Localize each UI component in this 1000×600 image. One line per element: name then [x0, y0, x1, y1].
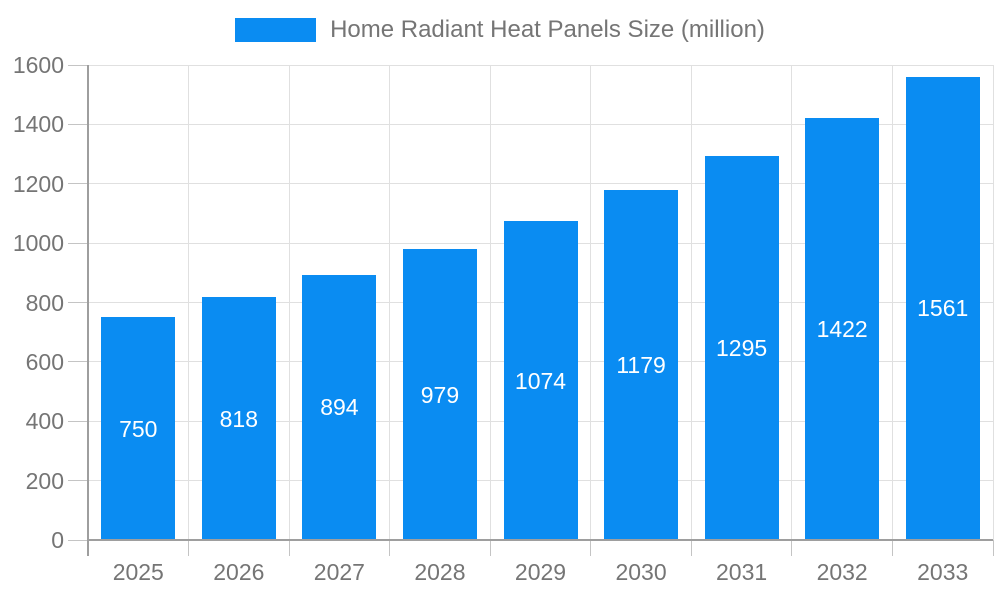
x-axis-label: 2030	[615, 559, 667, 585]
y-axis-tick	[68, 480, 88, 482]
x-gridline	[188, 65, 190, 540]
x-axis-label: 2029	[514, 559, 567, 585]
y-axis-tick-label: 1200	[12, 170, 64, 197]
x-axis-label: 2027	[313, 559, 365, 585]
x-gridline	[992, 65, 994, 540]
y-axis-tick	[68, 123, 88, 125]
x-gridline	[389, 65, 391, 540]
x-gridline	[891, 65, 893, 540]
x-gridline	[288, 65, 290, 540]
legend-label: Home Radiant Heat Panels Size (million)	[330, 16, 765, 43]
x-axis-tick	[389, 540, 391, 556]
y-axis-tick	[68, 183, 88, 185]
bar[interactable]	[805, 117, 880, 540]
y-axis-tick-label: 1600	[12, 52, 64, 78]
y-gridline	[88, 123, 993, 125]
x-axis-tick	[992, 540, 994, 556]
x-axis-tick	[188, 540, 190, 556]
x-axis-label: 2025	[112, 559, 164, 585]
y-axis-tick-label: 200	[25, 467, 64, 494]
bar[interactable]	[402, 249, 477, 540]
y-axis-tick	[68, 539, 88, 541]
y-axis-tick-label: 1400	[12, 111, 64, 138]
x-axis-label: 2032	[816, 559, 868, 585]
x-axis-tick	[489, 540, 491, 556]
x-gridline	[791, 65, 793, 540]
x-axis-label: 2028	[414, 559, 466, 585]
x-gridline	[489, 65, 491, 540]
bar[interactable]	[201, 297, 276, 540]
y-gridline	[88, 64, 993, 66]
x-axis-label: 2026	[213, 559, 265, 585]
x-axis-tick	[590, 540, 592, 556]
x-gridline	[690, 65, 692, 540]
bar[interactable]	[101, 317, 176, 540]
bar[interactable]	[604, 189, 679, 540]
bar[interactable]	[905, 76, 980, 540]
legend-item[interactable]: Home Radiant Heat Panels Size (million)	[0, 16, 1000, 44]
y-axis-tick	[68, 361, 88, 363]
x-axis-line	[87, 539, 993, 541]
x-axis-tick	[791, 540, 793, 556]
bar[interactable]	[302, 274, 377, 540]
y-gridline	[88, 183, 993, 185]
x-gridline	[590, 65, 592, 540]
x-axis-tick	[288, 540, 290, 556]
x-axis-label: 2033	[917, 559, 969, 585]
y-axis-tick	[68, 242, 88, 244]
y-axis-tick-label: 1000	[12, 230, 64, 257]
x-axis-tick	[690, 540, 692, 556]
y-axis-tick-label: 800	[25, 289, 64, 316]
bar[interactable]	[503, 221, 578, 540]
y-axis-tick	[68, 302, 88, 303]
bar[interactable]	[704, 155, 779, 540]
x-axis-tick	[891, 540, 893, 556]
y-axis-line	[87, 65, 89, 556]
x-axis-label: 2031	[716, 559, 768, 585]
y-axis-tick	[68, 420, 88, 422]
y-axis-tick-label: 0	[51, 527, 64, 553]
y-axis-tick-label: 600	[25, 348, 64, 375]
y-axis-tick	[68, 64, 88, 66]
legend-swatch	[235, 18, 317, 42]
y-axis-tick-label: 400	[25, 408, 64, 435]
